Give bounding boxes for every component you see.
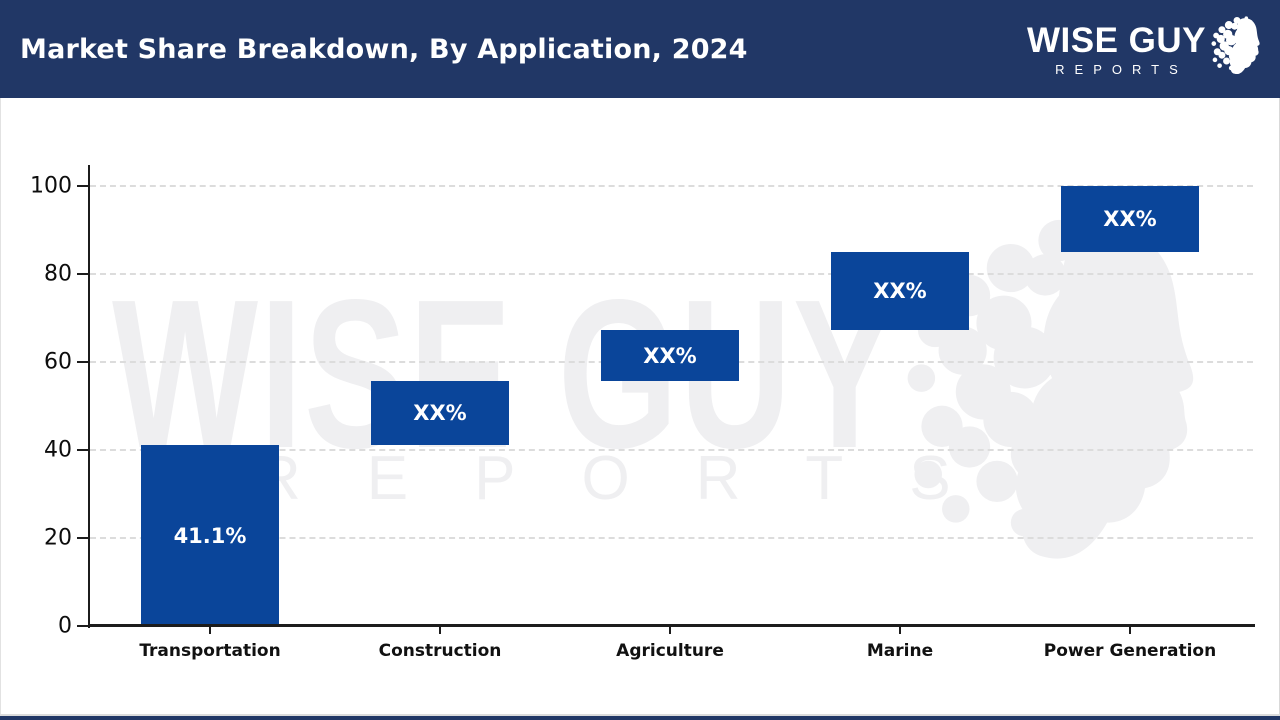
- x-category-label: Agriculture: [616, 641, 724, 661]
- x-tick-mark: [209, 626, 211, 634]
- y-tick-label: 20: [44, 525, 72, 551]
- x-category-label: Marine: [866, 641, 934, 661]
- bar-agriculture: XX%: [601, 330, 739, 381]
- gridline: [90, 449, 1253, 451]
- y-tick-label: 0: [58, 613, 72, 639]
- y-tick-mark: [77, 273, 88, 275]
- bar-value-label: 41.1%: [173, 523, 247, 548]
- dotted-head-icon: [1211, 16, 1260, 75]
- y-tick-mark: [77, 625, 88, 627]
- chart-title: Market Share Breakdown, By Application, …: [20, 33, 748, 65]
- bar-construction: XX%: [371, 380, 509, 446]
- logo-wordmark: WISE GUY: [1026, 21, 1206, 61]
- bar-marine: XX%: [831, 252, 969, 331]
- y-tick-mark: [77, 361, 88, 363]
- bar-value-label: XX%: [413, 401, 467, 426]
- header-bar: Market Share Breakdown, By Application, …: [0, 0, 1280, 98]
- y-tick-label: 100: [30, 173, 72, 199]
- left-edge-line: [0, 98, 1, 720]
- bar-transportation: 41.1%: [141, 445, 279, 626]
- bar-value-label: XX%: [1103, 207, 1157, 231]
- x-category-label: Construction: [378, 641, 502, 661]
- bar-value-label: XX%: [873, 279, 927, 304]
- bottom-hairline: [0, 714, 1280, 716]
- y-tick-label: 60: [44, 349, 72, 375]
- x-axis-spine: [88, 624, 1255, 627]
- x-tick-mark: [1129, 626, 1131, 634]
- plot-area: 0 20 40 60 80 100 41.1% Transportation XX% Constr…: [30, 165, 1253, 661]
- x-tick-mark: [669, 626, 671, 634]
- logo-subtext: REPORTS: [1055, 61, 1188, 77]
- y-tick-label: 80: [44, 261, 72, 287]
- bar-power-generation: XX%: [1061, 186, 1199, 252]
- x-category-label: Transportation: [139, 641, 281, 661]
- watermark-subtext: REPORTS: [256, 444, 1017, 513]
- x-tick-mark: [439, 626, 441, 634]
- gridline: [90, 537, 1253, 539]
- x-category-label: Power Generation: [1043, 641, 1217, 661]
- y-tick-mark: [77, 449, 88, 451]
- y-tick-mark: [77, 185, 88, 187]
- wiseguy-logo: WISE GUY REPORTS: [1027, 6, 1266, 94]
- y-tick-mark: [77, 537, 88, 539]
- y-axis-spine: [88, 165, 90, 628]
- footer-accent-bar: [0, 716, 1280, 720]
- gridline: [90, 185, 1253, 187]
- y-tick-label: 40: [44, 437, 72, 463]
- x-tick-mark: [899, 626, 901, 634]
- gridline: [90, 273, 1253, 275]
- bar-value-label: XX%: [643, 343, 697, 368]
